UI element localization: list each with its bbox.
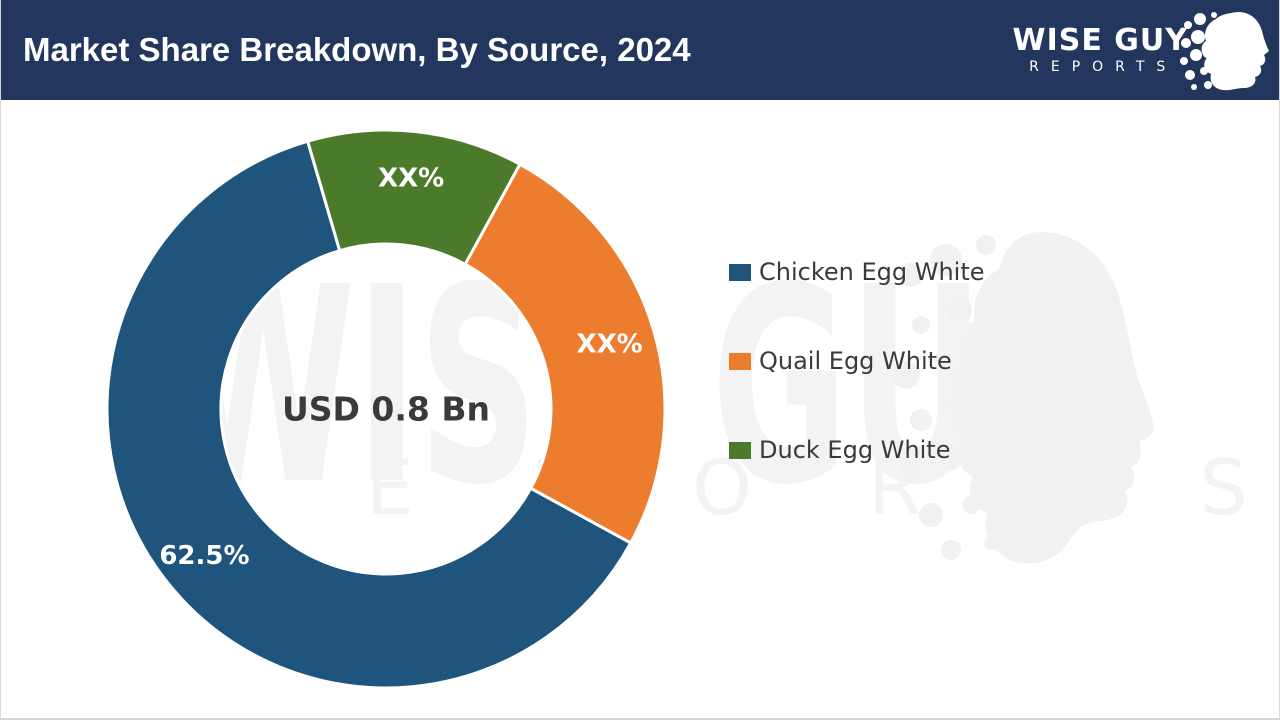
watermark-face-icon — [892, 232, 1154, 564]
header-bar: Market Share Breakdown, By Source, 2024 … — [1, 0, 1279, 100]
donut-chart: 62.5% XX% XX% USD 0.8 Bn — [105, 128, 667, 690]
chart-title: Market Share Breakdown, By Source, 2024 — [23, 31, 691, 68]
donut-center-label: USD 0.8 Bn — [282, 390, 490, 429]
legend-label: Duck Egg White — [759, 436, 951, 464]
legend-label: Quail Egg White — [759, 347, 952, 375]
segment-label: XX% — [577, 330, 643, 360]
legend-item: Chicken Egg White — [729, 258, 985, 286]
donut-segment — [463, 162, 667, 546]
segment-label: 62.5% — [159, 541, 249, 571]
legend-color-swatch — [729, 263, 751, 281]
brand-logo: WISE GUY REPORTS — [1012, 0, 1271, 100]
legend-color-swatch — [729, 352, 751, 370]
legend-label: Chicken Egg White — [759, 258, 985, 286]
chart-legend: Chicken Egg White Quail Egg White Duck Egg… — [729, 258, 985, 464]
legend-color-swatch — [729, 441, 751, 459]
legend-item: Duck Egg White — [729, 436, 985, 464]
donut-segment — [105, 139, 633, 690]
brand-subname: REPORTS — [1029, 59, 1178, 75]
brand-name: WISE GUY — [1012, 23, 1188, 58]
segment-label: XX% — [378, 163, 444, 193]
brand-face-icon — [1180, 11, 1269, 91]
legend-item: Quail Egg White — [729, 347, 985, 375]
brand-logo-text: WISE GUY REPORTS — [1012, 23, 1188, 75]
